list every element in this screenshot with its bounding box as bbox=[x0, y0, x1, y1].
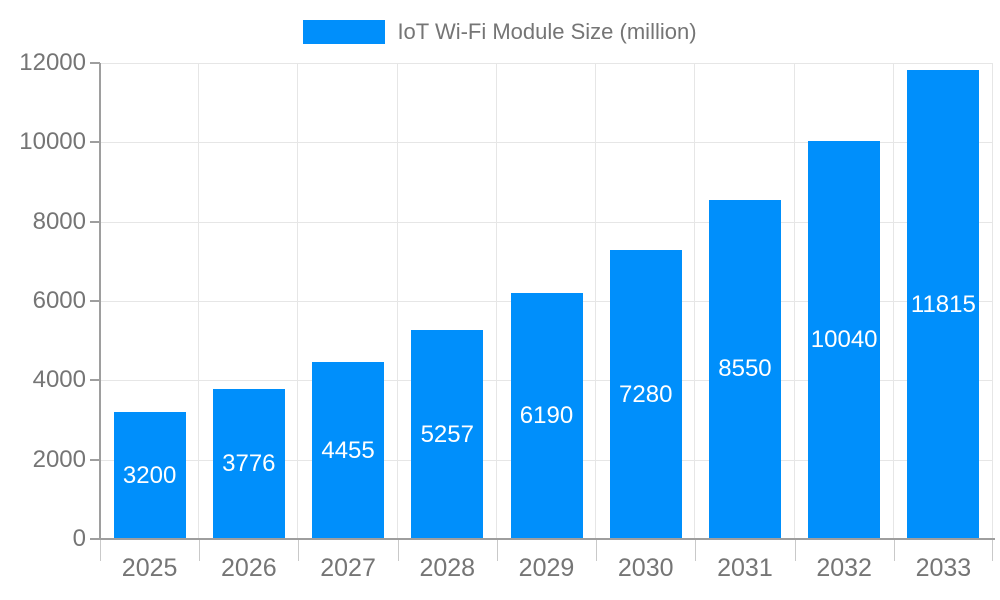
y-axis-label-2000: 2000 bbox=[32, 445, 86, 473]
plot-area: 3200 3776 4455 5257 6190 7280 8550 10040 11815 bbox=[100, 63, 993, 539]
bar-value-label: 4455 bbox=[321, 436, 375, 464]
y-axis-tick-4000 bbox=[90, 379, 100, 382]
bar-2032[interactable]: 10040 bbox=[808, 140, 881, 539]
bar-value-label: 11815 bbox=[910, 290, 976, 318]
bar-value-label: 3200 bbox=[122, 461, 177, 489]
bar-2030[interactable]: 7280 bbox=[609, 250, 682, 539]
y-axis-label-4000: 4000 bbox=[32, 366, 86, 394]
y-axis-label-6000: 6000 bbox=[32, 287, 86, 314]
bar-value-label: 10040 bbox=[810, 325, 878, 353]
gridline-y-12000 bbox=[100, 63, 993, 64]
bar-2028[interactable]: 5257 bbox=[411, 330, 484, 539]
bar-value-label: 3776 bbox=[222, 450, 276, 478]
gridline-x-4 bbox=[495, 63, 497, 539]
x-axis-label-2025: 2025 bbox=[121, 554, 178, 582]
x-axis-label-2033: 2033 bbox=[915, 554, 972, 582]
x-axis-label-2029: 2029 bbox=[518, 554, 575, 582]
y-axis-tick-10000 bbox=[90, 141, 100, 144]
gridline-y-10000 bbox=[100, 142, 993, 144]
x-axis-label-2027: 2027 bbox=[320, 554, 376, 582]
x-axis-tick-4 bbox=[496, 540, 498, 561]
bar-2031[interactable]: 8550 bbox=[708, 199, 781, 539]
y-axis-tick-6000 bbox=[90, 300, 100, 302]
gridline-x-1 bbox=[198, 63, 200, 539]
gridline-x-5 bbox=[595, 63, 597, 539]
gridline-y-8000 bbox=[100, 221, 993, 223]
y-axis-line bbox=[99, 63, 101, 540]
x-axis-tick-8 bbox=[893, 540, 895, 561]
x-axis-tick-0 bbox=[100, 540, 101, 561]
bar-2033[interactable]: 11815 bbox=[907, 70, 980, 539]
x-axis-tick-5 bbox=[596, 540, 598, 561]
gridline-x-3 bbox=[396, 63, 398, 539]
x-axis-label-2031: 2031 bbox=[717, 554, 773, 582]
bar-value-label: 7280 bbox=[619, 380, 673, 408]
x-axis-tick-2 bbox=[298, 540, 300, 561]
legend-label: IoT Wi-Fi Module Size (million) bbox=[397, 19, 697, 44]
gridline-x-2 bbox=[297, 63, 299, 539]
gridline-x-7 bbox=[793, 63, 795, 539]
y-axis-tick-8000 bbox=[90, 220, 100, 223]
x-axis-tick-7 bbox=[794, 540, 796, 561]
gridline-x-9 bbox=[992, 63, 993, 539]
bar-2027[interactable]: 4455 bbox=[312, 362, 385, 539]
bar-2026[interactable]: 3776 bbox=[212, 389, 285, 539]
bar-value-label: 5257 bbox=[420, 420, 474, 448]
bar-value-label: 6190 bbox=[519, 402, 574, 430]
gridline-x-8 bbox=[892, 63, 894, 539]
x-axis-line bbox=[90, 538, 995, 540]
y-axis-tick-2000 bbox=[90, 458, 100, 461]
x-axis-label-2030: 2030 bbox=[617, 554, 674, 582]
x-axis-tick-1 bbox=[199, 540, 201, 561]
bar-value-label: 8550 bbox=[718, 355, 772, 383]
y-axis-label-12000: 12000 bbox=[19, 49, 86, 76]
x-axis-label-2026: 2026 bbox=[221, 554, 277, 582]
y-axis-tick-12000 bbox=[90, 62, 100, 64]
legend-marker-icon bbox=[303, 20, 386, 44]
x-axis-label-2028: 2028 bbox=[419, 554, 476, 582]
bar-2025[interactable]: 3200 bbox=[113, 412, 186, 539]
x-axis-label-2032: 2032 bbox=[816, 554, 872, 582]
legend[interactable]: IoT Wi-Fi Module Size (million) bbox=[0, 19, 1000, 45]
x-axis-tick-9 bbox=[992, 540, 993, 561]
x-axis-tick-6 bbox=[695, 540, 697, 561]
y-axis-label-10000: 10000 bbox=[19, 128, 86, 156]
bar-2029[interactable]: 6190 bbox=[510, 293, 583, 539]
y-axis-label-0: 0 bbox=[72, 525, 86, 552]
gridline-x-6 bbox=[694, 63, 696, 539]
y-axis-tick-0 bbox=[90, 538, 100, 540]
x-axis-tick-3 bbox=[397, 540, 399, 561]
y-axis-label-8000: 8000 bbox=[32, 207, 86, 235]
